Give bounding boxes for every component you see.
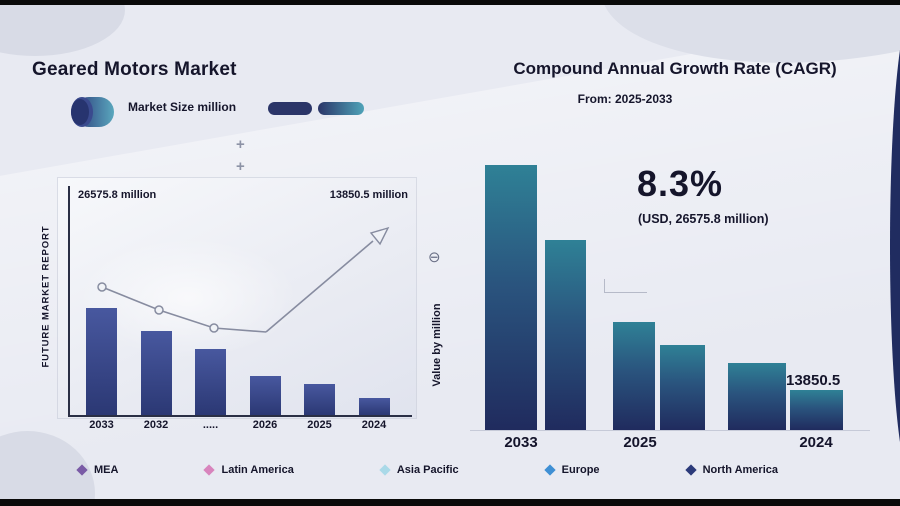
left-x-label-1: 2032 <box>143 419 169 431</box>
legend-label: Latin America <box>221 464 294 476</box>
right-x-label-2: 2024 <box>799 434 833 451</box>
left-x-label-4: 2025 <box>307 419 332 431</box>
trend-marker-2 <box>209 323 219 333</box>
legend-label: Europe <box>561 464 600 476</box>
legend-item-north-america: North America <box>684 464 778 476</box>
left-plot-area <box>68 186 412 417</box>
left-bar-2 <box>195 349 226 415</box>
right-y-axis-label: Value by million <box>431 303 443 387</box>
legend-item-latin-america: Latin America <box>203 464 294 476</box>
right-chart-title: Compound Annual Growth Rate (CAGR) <box>513 59 837 78</box>
cagr-value: 8.3% <box>637 163 724 204</box>
right-edge-crescent <box>890 12 900 480</box>
legend-label: MEA <box>94 464 119 476</box>
plus-decoration: + <box>236 158 245 175</box>
minus-circle-icon: ⊖ <box>428 249 441 266</box>
legend-item-mea: MEA <box>76 464 119 476</box>
top-border-strip <box>0 0 900 5</box>
cylinder-icon <box>71 97 114 127</box>
right-bar-5 <box>790 390 843 430</box>
diamond-icon <box>684 464 697 476</box>
trend-marker-1 <box>154 305 164 315</box>
right-bar-1 <box>545 240 586 430</box>
trend-line <box>101 286 267 333</box>
left-x-labels: 2033 2032..... 2026 2025 2024 <box>70 419 412 435</box>
annotation-right-value: 13850.5 million <box>329 189 408 201</box>
legend-label: North America <box>702 464 778 476</box>
left-bar-0 <box>86 308 117 415</box>
cagr-note: (USD, 26575.8 million) <box>638 212 769 226</box>
left-x-label-3: 2026 <box>252 419 278 431</box>
legend-label: Asia Pacific <box>396 464 459 476</box>
legend-item-asia-pacific: Asia Pacific <box>379 464 459 476</box>
legend-item-europe: Europe <box>543 464 600 476</box>
capsule-shape-gradient <box>318 102 364 115</box>
left-bar-5 <box>358 398 390 415</box>
left-chart-title: Geared Motors Market <box>32 59 237 80</box>
trend-arrow-shaft <box>265 240 374 333</box>
left-bar-3 <box>249 376 281 415</box>
right-bar-2 <box>613 322 655 430</box>
left-bar-4 <box>304 384 335 415</box>
bracket-decoration <box>604 279 647 293</box>
trend-arrow-head-icon <box>369 226 390 246</box>
corner-arc-top-left <box>0 0 125 56</box>
trend-svg <box>97 226 390 333</box>
right-bar-4 <box>728 363 786 430</box>
annotation-left-value: 26575.8 million <box>78 189 157 201</box>
capsule-shape-navy <box>268 102 312 115</box>
trend-marker-0 <box>97 282 107 292</box>
diamond-icon <box>543 464 556 476</box>
bar-value-label: 13850.5 <box>786 372 841 389</box>
market-size-caption: Market Size million <box>128 100 237 114</box>
right-plot-area: 2033 2025 2024 <box>470 150 870 451</box>
right-bar-3 <box>660 345 705 430</box>
left-bar-1 <box>140 331 172 415</box>
diamond-icon <box>379 464 391 476</box>
diamond-icon <box>203 464 216 476</box>
watermark-side-label: FUTURE MARKET REPORT <box>40 225 52 368</box>
bottom-border-strip <box>0 499 900 506</box>
left-x-label-5: 2024 <box>361 419 387 431</box>
right-chart-subtitle: From: 2025-2033 <box>577 92 673 106</box>
left-chart-panel: 26575.8 million 13850.5 million 2033 2032… <box>58 178 416 431</box>
legend: MEA Latin America Asia Pacific Europe North … <box>76 464 778 476</box>
left-x-label-0: 2033 <box>89 419 114 431</box>
plus-decoration: + <box>236 136 245 153</box>
left-x-label-2: ..... <box>202 419 219 431</box>
right-x-label-1: 2025 <box>623 434 657 451</box>
right-x-label-0: 2033 <box>504 434 538 451</box>
diamond-icon <box>76 464 88 476</box>
right-bar-0 <box>485 165 537 430</box>
